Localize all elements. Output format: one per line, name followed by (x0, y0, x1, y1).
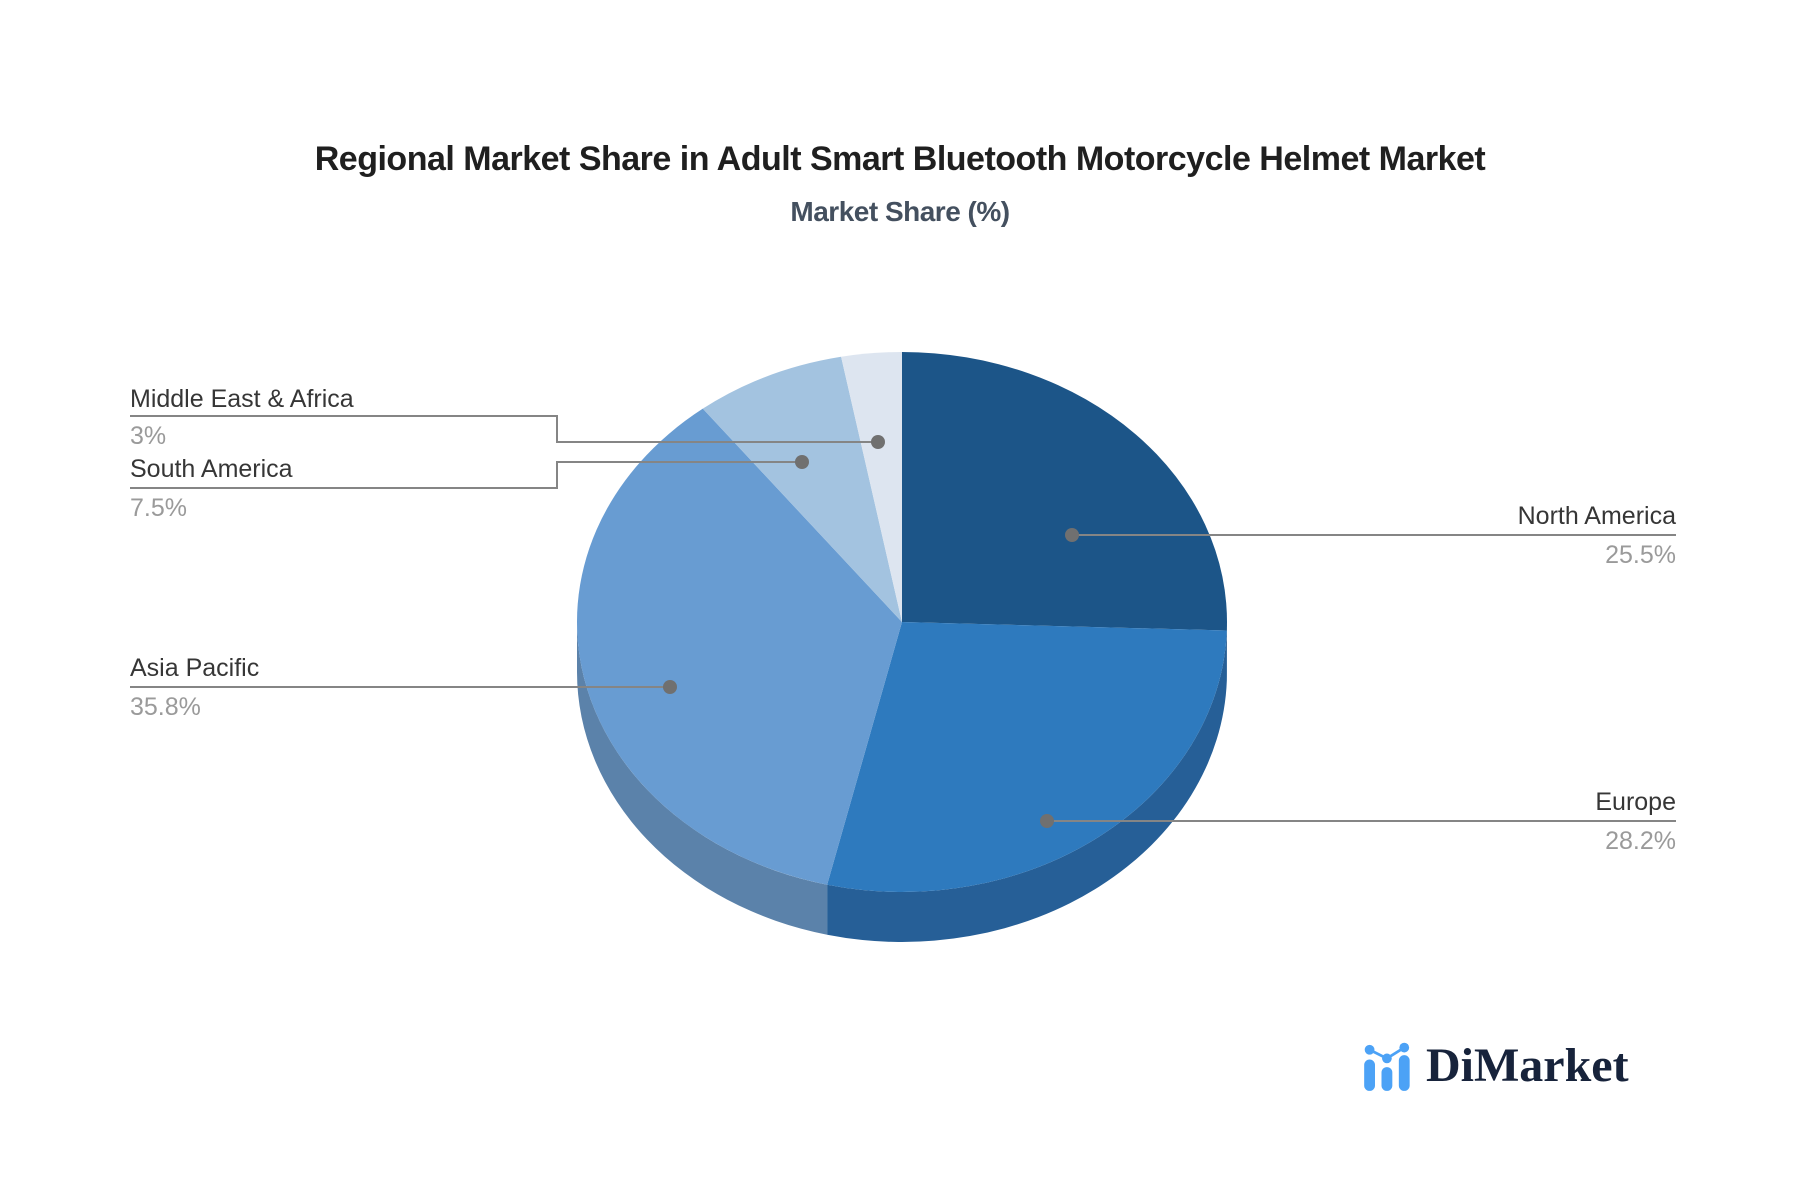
slice-value-middle-east-africa: 3% (130, 422, 167, 450)
slice-label-asia-pacific: Asia Pacific (130, 654, 260, 682)
pie-side-asia-pacific (577, 622, 828, 935)
pie-3d-sides (577, 622, 1227, 942)
pie-slice-south-america[interactable] (702, 356, 902, 622)
chart-title: Regional Market Share in Adult Smart Blu… (314, 140, 1486, 178)
brand-logo: DiMarket (1362, 1038, 1629, 1093)
leader-dot-europe (1040, 814, 1054, 828)
leader-lines (130, 415, 1676, 822)
chart-subtitle: Market Share (%) (790, 196, 1010, 227)
bar-chart-icon (1364, 1042, 1410, 1091)
pie-slices (577, 352, 1227, 892)
slice-label-south-america: South America (130, 455, 293, 483)
leader-dot-asia-pacific (663, 680, 677, 694)
pie-slice-asia-pacific[interactable] (577, 408, 902, 885)
leader-line-south-america (130, 461, 802, 489)
leader-line-middle-east-africa (130, 415, 878, 443)
leader-dot-middle-east-africa (871, 435, 885, 449)
pie-side-europe (827, 630, 1227, 942)
pie-slice-middle-east-africa[interactable] (841, 352, 902, 622)
pie-slice-north-america[interactable] (902, 352, 1227, 631)
leader-dot-south-america (795, 455, 809, 469)
slice-value-europe: 28.2% (1605, 827, 1676, 855)
slice-label-europe: Europe (1595, 788, 1676, 816)
leader-dot-north-america (1065, 528, 1079, 542)
slice-value-asia-pacific: 35.8% (130, 693, 201, 721)
pie-slice-europe[interactable] (827, 622, 1227, 892)
slice-value-south-america: 7.5% (130, 494, 187, 522)
slice-label-north-america: North America (1517, 502, 1676, 530)
slice-value-north-america: 25.5% (1605, 541, 1676, 569)
leader-dots (663, 435, 1079, 828)
slice-label-middle-east-africa: Middle East & Africa (130, 385, 354, 413)
brand-name: DiMarket (1426, 1039, 1629, 1092)
